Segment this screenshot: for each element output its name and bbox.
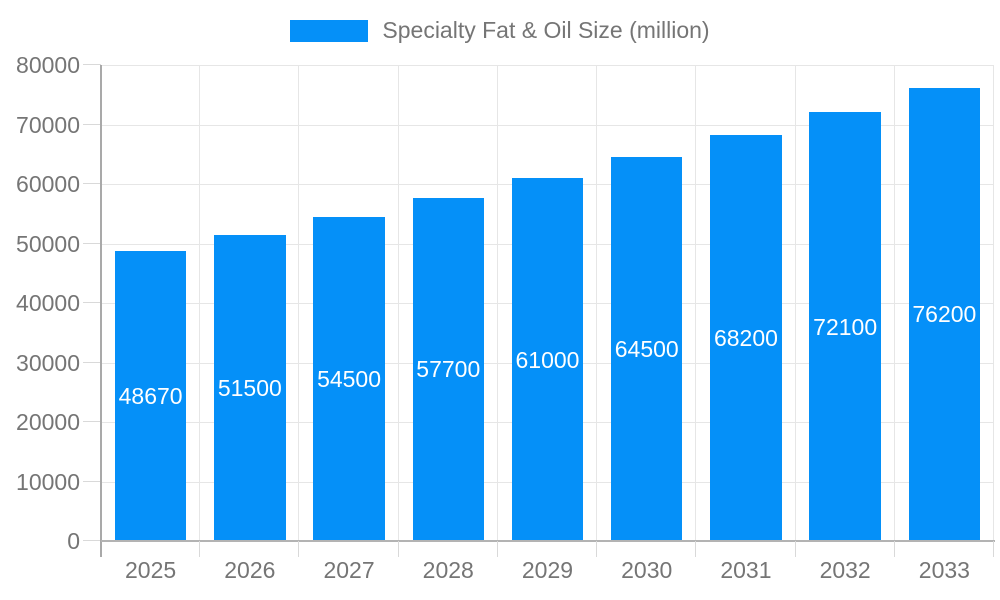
x-gridline: [397, 65, 399, 541]
bar-2027[interactable]: 54500: [313, 216, 385, 541]
y-axis-label: 70000: [16, 111, 80, 138]
x-axis-ticks: [101, 541, 994, 557]
plot-area: 48670 51500 54500 57700 61000 64500 68200 72100…: [101, 65, 994, 541]
y-tick: [83, 123, 101, 125]
y-tick: [83, 361, 101, 363]
bar-value-label: 68200: [713, 325, 778, 352]
y-axis-label: 0: [67, 528, 80, 554]
legend-label[interactable]: Specialty Fat & Oil Size (million): [382, 17, 710, 43]
x-gridline: [496, 65, 498, 541]
y-tick: [83, 421, 101, 422]
bar-value-label: 72100: [813, 313, 878, 340]
x-axis-labels: 2025 2026 2027 2028 2029 2030 2031 2032 2033: [101, 556, 994, 584]
x-tick: [893, 541, 895, 557]
x-axis-label: 2025: [125, 557, 177, 583]
x-gridline: [893, 65, 895, 541]
y-tick: [83, 540, 101, 541]
bar-2029[interactable]: 61000: [511, 178, 584, 541]
x-tick: [596, 541, 598, 557]
x-axis-label: 2029: [521, 557, 574, 583]
bar-value-label: 51500: [217, 374, 282, 401]
y-axis-label: 20000: [16, 409, 80, 435]
x-tick: [993, 541, 994, 557]
y-tick: [83, 302, 101, 303]
x-tick: [199, 541, 201, 557]
bar-2033[interactable]: 76200: [908, 87, 981, 541]
bar-value-label: 54500: [317, 365, 382, 392]
bar-value-label: 64500: [614, 336, 679, 363]
x-tick: [496, 541, 498, 557]
y-axis-label: 60000: [16, 171, 80, 197]
bar-2032[interactable]: 72100: [809, 112, 881, 541]
x-axis-label: 2026: [224, 557, 276, 583]
legend[interactable]: Specialty Fat & Oil Size (million): [0, 17, 1000, 44]
x-gridline: [794, 65, 796, 541]
x-axis-label: 2033: [918, 557, 970, 583]
x-gridline: [993, 65, 994, 541]
bar-value-label: 76200: [912, 301, 977, 328]
y-axis-label: 10000: [16, 468, 80, 495]
y-axis-ticks: [83, 64, 101, 541]
x-gridline: [199, 65, 201, 541]
bar-value-label: 61000: [515, 346, 580, 373]
bar-2030[interactable]: 64500: [611, 157, 683, 541]
y-tick: [83, 64, 101, 65]
x-axis-label: 2028: [422, 557, 474, 583]
bar-value-label: 57700: [416, 356, 481, 383]
y-gridline: [101, 65, 994, 66]
y-tick: [83, 480, 101, 482]
x-tick: [695, 541, 697, 557]
bar-2026[interactable]: 51500: [214, 234, 286, 541]
y-tick: [83, 242, 101, 244]
bar-value-label: 48670: [118, 383, 183, 410]
x-gridline: [596, 65, 598, 541]
x-axis-label: 2031: [720, 557, 772, 583]
y-axis-label: 50000: [16, 230, 80, 257]
x-axis-label: 2032: [819, 557, 871, 583]
x-tick: [794, 541, 796, 557]
x-tick: [298, 541, 300, 557]
y-axis-label: 80000: [16, 52, 80, 78]
x-axis-label: 2027: [323, 557, 375, 583]
x-tick: [397, 541, 399, 557]
x-axis-label: 2030: [621, 557, 673, 583]
y-tick: [83, 183, 101, 184]
y-axis-labels: 0 10000 20000 30000 40000 50000 60000 70000 8000…: [0, 52, 80, 554]
bar-2025[interactable]: 48670: [114, 251, 187, 541]
x-gridline: [298, 65, 300, 541]
bar-2028[interactable]: 57700: [412, 197, 484, 541]
y-axis-label: 30000: [16, 349, 80, 376]
bar-2031[interactable]: 68200: [710, 135, 782, 541]
y-axis-label: 40000: [16, 290, 80, 316]
legend-swatch[interactable]: [290, 19, 369, 42]
x-gridline: [695, 65, 697, 541]
x-axis-line: [101, 540, 995, 542]
y-gridline: [101, 124, 994, 126]
y-axis-line: [100, 65, 102, 557]
